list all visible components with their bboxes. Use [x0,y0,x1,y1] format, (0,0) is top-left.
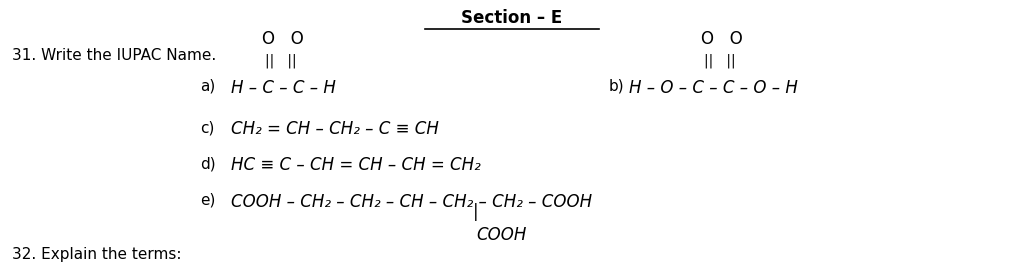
Text: ||   ||: || || [703,53,735,68]
Text: O   O: O O [262,30,303,48]
Text: Section – E: Section – E [462,9,562,27]
Text: d): d) [201,156,216,172]
Text: b): b) [609,79,625,94]
Text: ||   ||: || || [265,53,297,68]
Text: COOH – CH₂ – CH₂ – CH – CH₂ – CH₂ – COOH: COOH – CH₂ – CH₂ – CH – CH₂ – CH₂ – COOH [231,193,592,211]
Text: HC ≡ C – CH = CH – CH = CH₂: HC ≡ C – CH = CH – CH = CH₂ [231,156,481,174]
Text: 31. Write the IUPAC Name.: 31. Write the IUPAC Name. [11,48,216,63]
Text: e): e) [201,193,216,208]
Text: c): c) [201,120,215,135]
Text: 32. Explain the terms:: 32. Explain the terms: [11,247,181,262]
Text: COOH: COOH [476,226,526,244]
Text: CH₂ = CH – CH₂ – C ≡ CH: CH₂ = CH – CH₂ – C ≡ CH [231,120,439,138]
Text: |: | [473,203,479,221]
Text: H – C – C – H: H – C – C – H [231,79,336,97]
Text: O   O: O O [700,30,742,48]
Text: a): a) [201,79,216,94]
Text: H – O – C – C – O – H: H – O – C – C – O – H [630,79,799,97]
